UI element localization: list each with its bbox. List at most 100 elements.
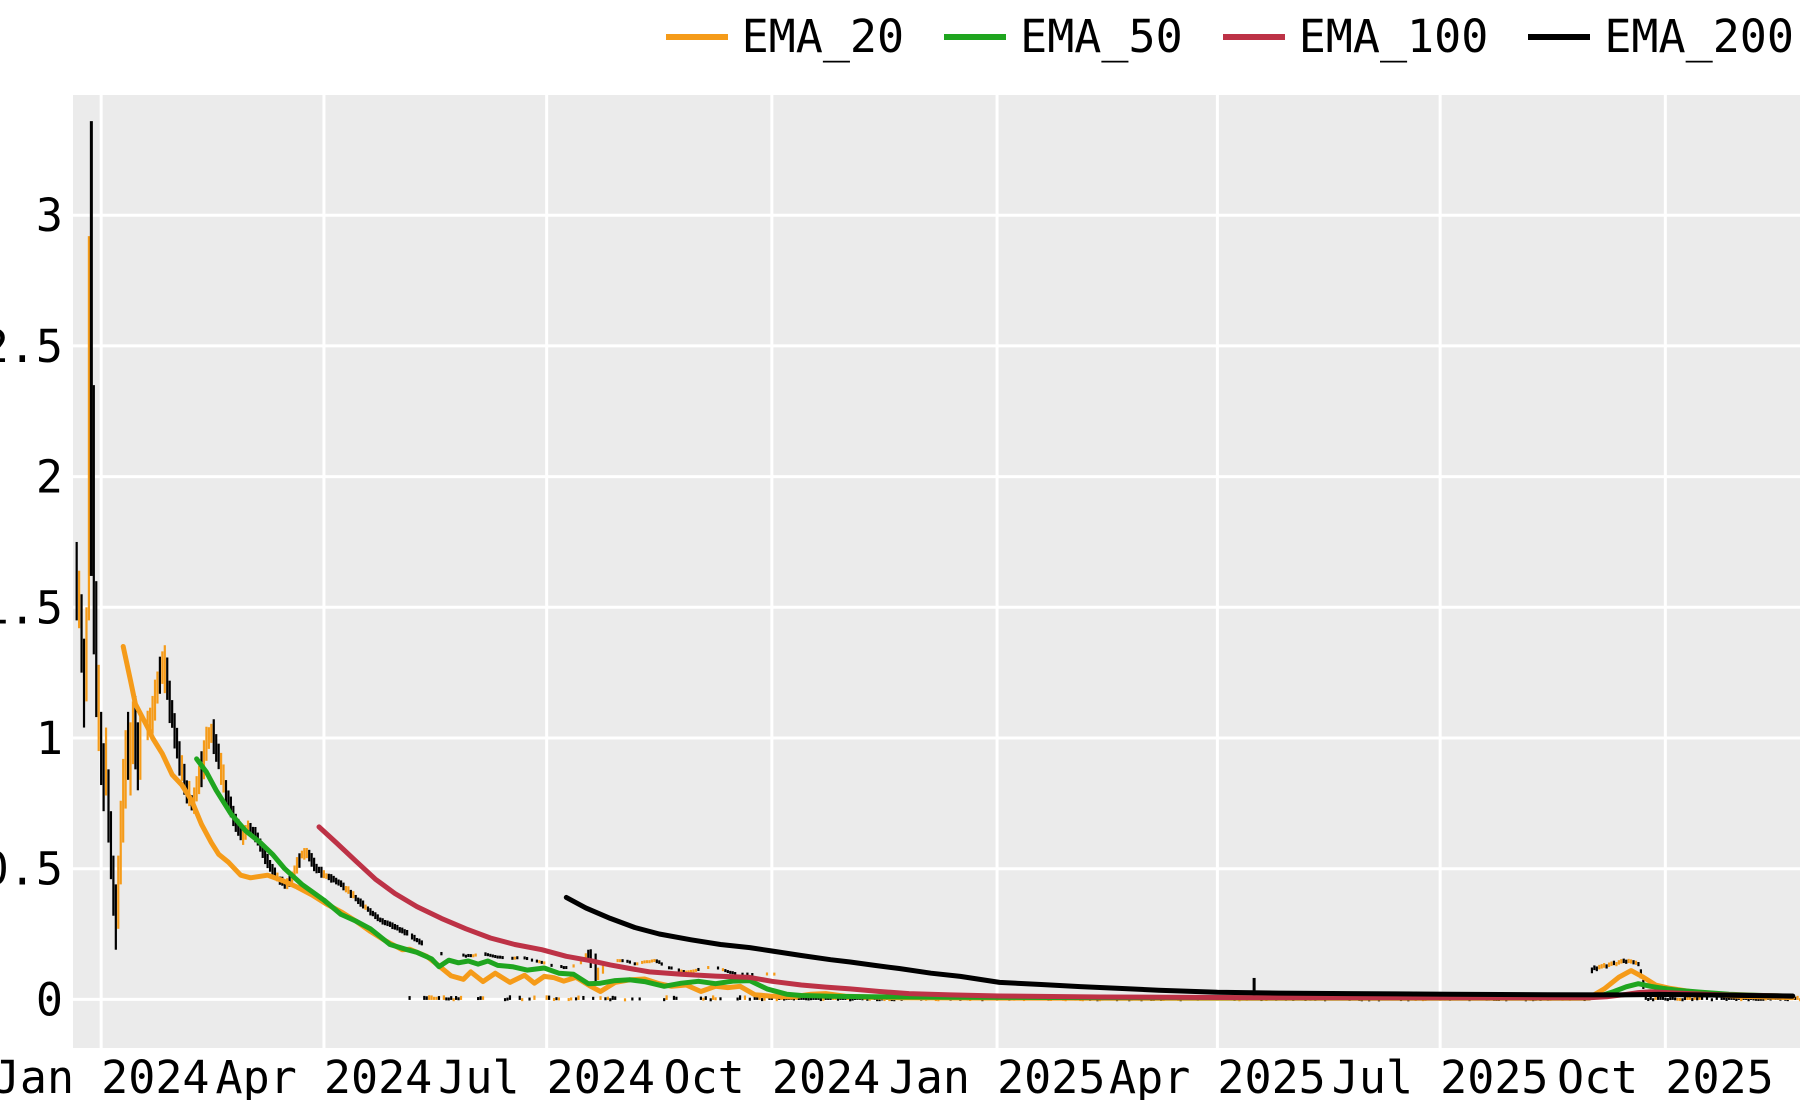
candle [653,958,656,962]
candle [1705,995,1709,1000]
candle [650,959,654,963]
candle [472,954,475,958]
candle [670,966,673,970]
candle [836,997,840,1001]
candle [325,873,328,879]
candle [166,657,169,700]
candle [271,863,274,876]
candle [805,997,808,1001]
candle [760,998,764,1002]
candle [1652,998,1655,1002]
candle [499,955,502,959]
candle [195,776,198,802]
candle [1612,960,1616,966]
candle [122,758,125,843]
candle [729,970,732,974]
candle [658,960,661,964]
candle [626,959,629,963]
x-tick-label: Jul 2025 [1332,1051,1549,1100]
candle [550,963,553,967]
candle [317,866,321,874]
candle [763,997,766,1001]
candle [398,927,401,933]
candle [876,998,879,1002]
candle [300,850,303,859]
candle [819,998,822,1002]
candle [609,998,612,1002]
candle [582,995,585,1000]
candle [596,967,600,981]
candle [751,973,754,977]
candle [1691,998,1694,1002]
candle [1656,996,1660,1000]
candle [692,969,695,973]
legend-label-ema-20: EMA_20 [741,10,905,63]
candle [432,996,436,1000]
candle [78,570,81,629]
candle [117,855,120,929]
candle [1674,997,1677,1001]
candle [151,695,154,734]
candle [344,886,348,893]
candle [677,968,680,972]
candle [322,870,326,879]
candle [557,997,561,1001]
candle [1625,959,1628,964]
candle [428,995,431,1000]
candle [614,996,617,1000]
candle [516,956,519,960]
candle [173,713,176,749]
candle [1676,997,1679,1001]
candle [748,997,751,1001]
candle [320,866,323,878]
candle [205,726,208,761]
candle [1615,962,1618,967]
candle [1617,960,1620,965]
candle [704,996,707,1000]
candle [246,820,250,834]
candle [430,995,433,1000]
candle [75,541,78,621]
candle [261,844,264,858]
candle [555,997,558,1001]
candle [1693,995,1696,1000]
candle [342,882,345,891]
candle [1671,996,1674,1000]
candle [359,898,362,907]
candle [753,995,756,1000]
candle [415,937,419,943]
candle [266,853,269,869]
candle [641,960,644,964]
candle [675,996,678,1000]
candle [1747,998,1750,1002]
candle [523,956,526,960]
candle [508,995,512,1000]
candle [513,956,516,960]
candle [210,723,213,743]
legend-item-ema-20: EMA_20 [665,10,905,63]
candle [388,921,392,927]
candle [1720,997,1723,1001]
candle [408,996,411,1000]
candle [707,966,710,970]
candle [584,953,587,960]
candle [1710,998,1713,1002]
candle [623,998,627,1002]
candle [469,954,472,958]
candle [525,957,529,961]
legend: EMA_20 EMA_50 EMA_100 EMA_200 [665,10,1794,63]
y-tick-label: 0.5 [0,843,63,896]
candle [511,956,514,960]
candle [533,995,536,1000]
candle [457,997,460,1001]
candle [731,971,734,975]
candle [1607,962,1611,967]
candle [445,997,448,1001]
candle [570,997,573,1001]
candle [197,765,201,795]
candle [161,651,164,684]
candle [797,997,800,1001]
candle [401,927,404,934]
candle [619,959,622,963]
y-tick-label: 2.5 [0,320,63,373]
